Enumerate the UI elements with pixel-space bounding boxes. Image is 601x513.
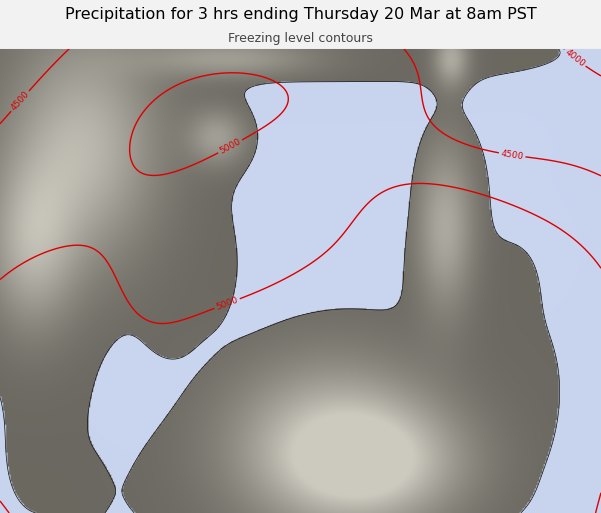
Text: Freezing level contours: Freezing level contours (228, 32, 373, 46)
Text: 5000: 5000 (215, 295, 240, 312)
Text: 5000: 5000 (218, 137, 242, 156)
Text: 4500: 4500 (500, 149, 524, 161)
Text: 4000: 4000 (563, 47, 587, 69)
Text: 4500: 4500 (9, 90, 31, 113)
Text: Precipitation for 3 hrs ending Thursday 20 Mar at 8am PST: Precipitation for 3 hrs ending Thursday … (65, 7, 536, 22)
